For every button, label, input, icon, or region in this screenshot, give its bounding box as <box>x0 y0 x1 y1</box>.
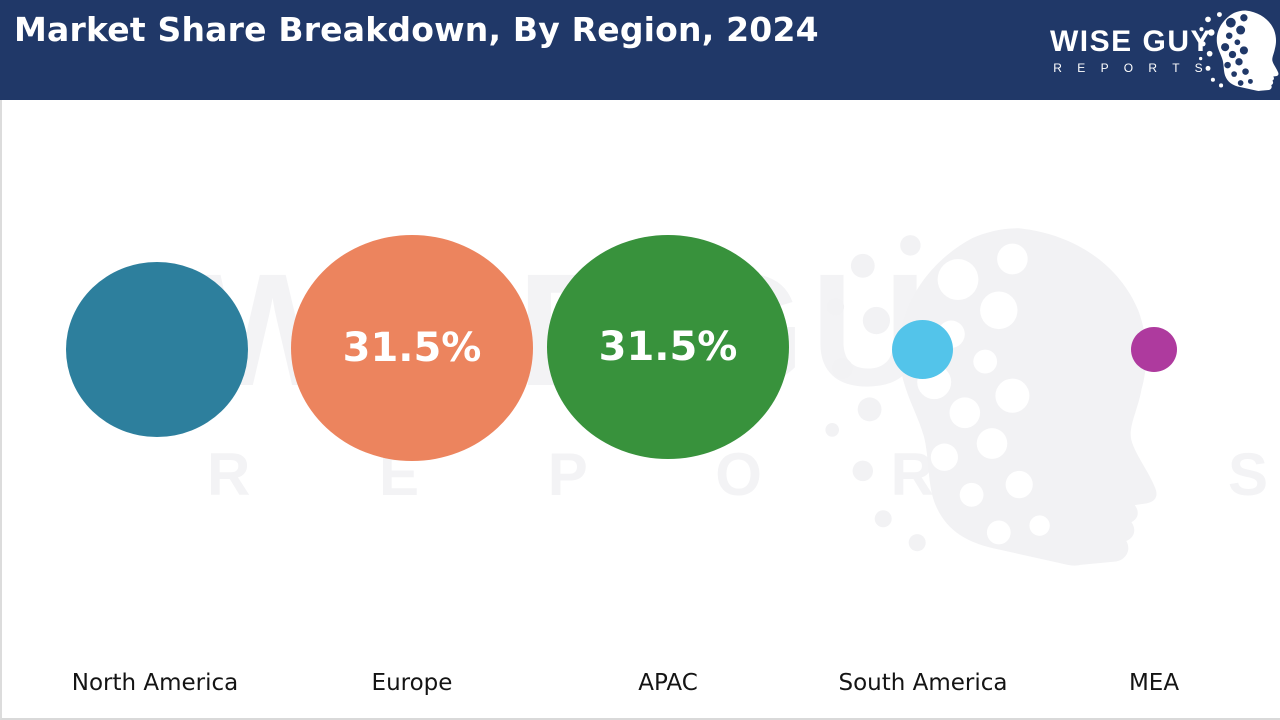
bubble-south-america <box>892 320 953 379</box>
bubble-value-label: 31.5% <box>598 324 738 370</box>
wiseguy-logo: WISE GUY R E P O R T S <box>1050 0 1280 100</box>
header: Market Share Breakdown, By Region, 2024 … <box>0 0 1280 100</box>
axis-label-mea: MEA <box>1128 670 1180 696</box>
bubble-north-america <box>66 262 248 437</box>
wiseguy-face-icon <box>1199 10 1279 91</box>
axis-label-south-america: South America <box>838 670 1008 696</box>
axis-label-north-america: North America <box>71 670 239 696</box>
axis-label-europe: Europe <box>371 670 453 696</box>
page-title: Market Share Breakdown, By Region, 2024 <box>14 10 819 49</box>
bubble-apac: 31.5% <box>547 235 789 459</box>
wiseguy-logo-text: WISE GUY R E P O R T S <box>1050 25 1212 75</box>
watermark-face-icon <box>825 228 1157 566</box>
wiseguy-logo-line2: R E P O R T S <box>1053 61 1209 75</box>
bubble-europe: 31.5% <box>291 235 533 461</box>
bubble-value-label: 31.5% <box>342 325 482 371</box>
axis-label-apac: APAC <box>638 670 698 696</box>
bubble-mea <box>1131 327 1177 372</box>
wiseguy-logo-line1: WISE GUY <box>1049 25 1212 58</box>
bubble-chart: WISE GUY R E P O R T S <box>0 100 1280 720</box>
